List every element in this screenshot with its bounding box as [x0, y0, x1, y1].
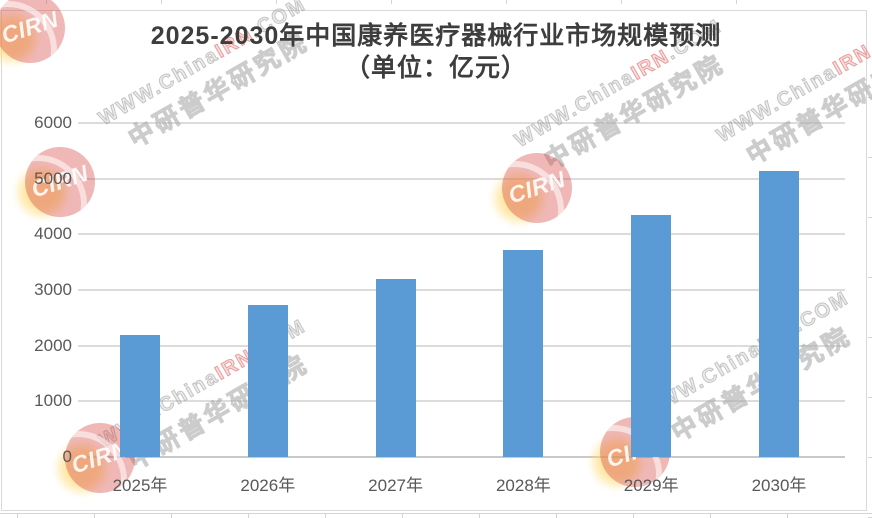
chart-subtitle: （单位：亿元）: [344, 54, 527, 82]
x-axis-label: 2030年: [751, 476, 807, 495]
gridline: [78, 177, 845, 180]
spreadsheet-grid-bottom: [0, 514, 872, 518]
x-axis-label: 2026年: [240, 476, 296, 495]
y-tick-label: 2000: [34, 335, 72, 355]
gridline: [78, 400, 845, 403]
y-tick-label: 5000: [34, 168, 72, 188]
x-axis-line: [78, 456, 845, 458]
bar-2030年: [759, 170, 799, 457]
x-axis-label: 2027年: [368, 476, 424, 495]
spreadsheet-grid-top: [0, 0, 872, 4]
x-axis-label: 2028年: [495, 476, 551, 495]
gridline: [78, 122, 845, 124]
bar-2027年: [375, 278, 416, 457]
gridline: [78, 233, 845, 236]
chart-title-block: 2025-2030年中国康养医疗器械行业市场规模预测 （单位：亿元）: [0, 20, 872, 84]
spreadsheet-grid-right: [868, 0, 872, 518]
gridline: [78, 344, 845, 347]
bar-2028年: [503, 249, 544, 457]
bar-2029年: [631, 215, 672, 457]
x-axis-label: 2029年: [623, 476, 679, 495]
spreadsheet-grid-bottom-border: [0, 513, 872, 514]
y-tick-label: 1000: [34, 391, 72, 411]
x-axis-label: 2025年: [112, 476, 168, 495]
y-tick-label: 4000: [34, 224, 72, 244]
bar-2026年: [247, 305, 288, 457]
y-tick-label: 6000: [34, 113, 72, 132]
chart-title: 2025-2030年中国康养医疗器械行业市场规模预测: [150, 22, 722, 50]
bar-2025年: [120, 334, 160, 457]
y-tick-label: 3000: [34, 280, 72, 299]
y-tick-label: 0: [62, 447, 72, 466]
gridline: [78, 289, 845, 291]
